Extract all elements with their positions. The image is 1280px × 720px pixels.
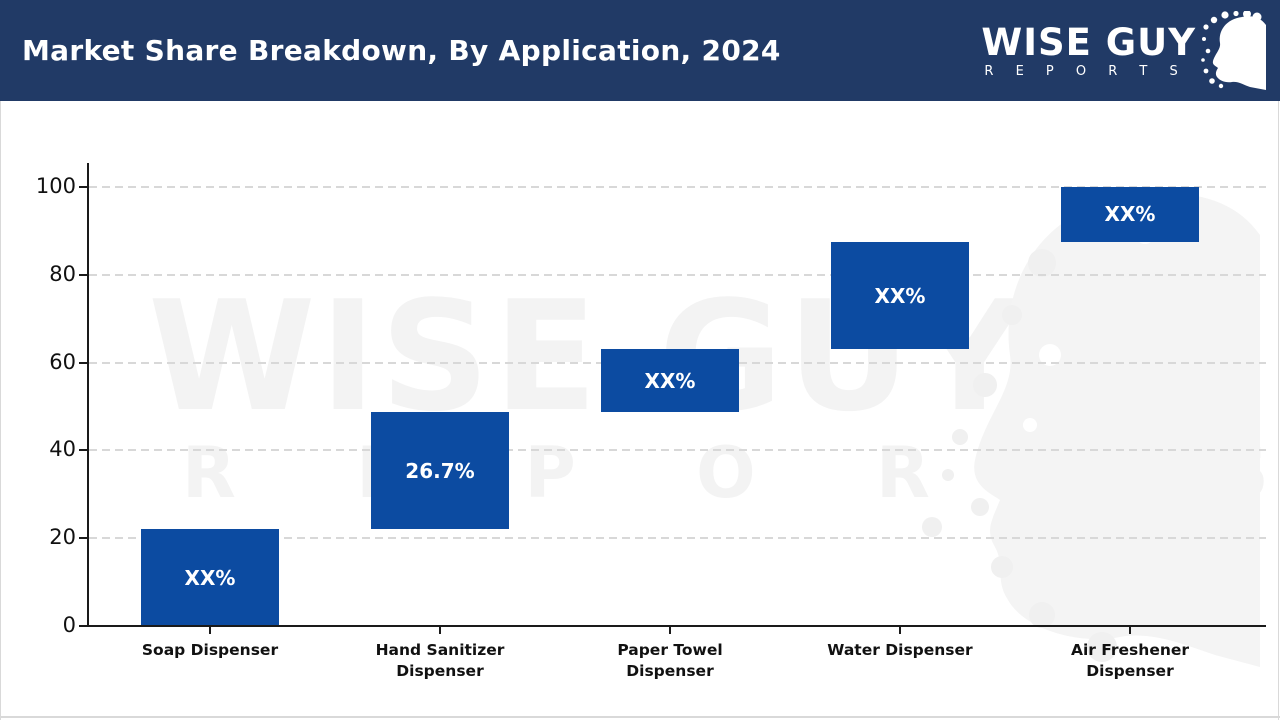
x-category-label-line: Dispenser bbox=[626, 662, 714, 680]
x-tick-1 bbox=[439, 627, 441, 634]
bar-segment: XX% bbox=[141, 529, 279, 626]
x-tick-4 bbox=[1129, 627, 1131, 634]
x-category-label: Paper Towel Dispenser bbox=[555, 640, 785, 682]
gridline-100 bbox=[89, 186, 1266, 188]
x-category-label-line: Hand Sanitizer bbox=[375, 641, 505, 659]
gridline-80 bbox=[89, 273, 1266, 276]
y-tick-100 bbox=[79, 186, 88, 188]
brand-face-icon bbox=[1201, 11, 1266, 90]
y-tick-label-80: 80 bbox=[49, 261, 76, 286]
y-tick-20 bbox=[79, 537, 88, 540]
bar-segment: 26.7% bbox=[371, 412, 509, 530]
y-tick-80 bbox=[79, 273, 88, 276]
bar-value-label: XX% bbox=[1104, 202, 1156, 227]
y-axis-line bbox=[87, 163, 89, 627]
brand-subname: R E P O R T S bbox=[984, 63, 1187, 79]
bar-value-label: XX% bbox=[874, 283, 926, 308]
x-category-label: Water Dispenser bbox=[785, 640, 1015, 661]
x-category-label-line: Dispenser bbox=[1086, 662, 1174, 680]
gridline-20 bbox=[89, 537, 1266, 540]
x-axis-line bbox=[87, 625, 1266, 627]
bar-value-label: XX% bbox=[184, 565, 236, 590]
brand-logo: WISE GUY R E P O R T S bbox=[981, 6, 1266, 96]
x-tick-3 bbox=[899, 627, 901, 634]
brand-name: WISE GUY bbox=[981, 20, 1196, 64]
y-tick-40 bbox=[79, 449, 88, 452]
x-tick-0 bbox=[209, 627, 211, 634]
y-tick-0 bbox=[79, 625, 88, 627]
brand-logo-text: WISE GUY R E P O R T S bbox=[981, 20, 1196, 79]
x-category-label: Air Freshener Dispenser bbox=[1015, 640, 1245, 682]
x-category-label-line: Dispenser bbox=[396, 662, 484, 680]
x-category-label-line: Paper Towel bbox=[617, 641, 723, 659]
page-title: Market Share Breakdown, By Application, … bbox=[22, 34, 781, 67]
watermark-face-icon bbox=[922, 193, 1260, 667]
x-tick-2 bbox=[669, 627, 671, 634]
y-tick-label-60: 60 bbox=[49, 349, 76, 374]
y-tick-label-20: 20 bbox=[49, 525, 76, 550]
bar-value-label: XX% bbox=[644, 368, 696, 393]
bar-segment: XX% bbox=[601, 349, 739, 413]
page-border-left bbox=[0, 0, 1, 720]
x-category-label: Soap Dispenser bbox=[95, 640, 325, 661]
header-bar: Market Share Breakdown, By Application, … bbox=[0, 0, 1280, 101]
y-tick-label-0: 0 bbox=[62, 613, 76, 637]
x-category-label: Hand Sanitizer Dispenser bbox=[325, 640, 555, 682]
bar-value-label: 26.7% bbox=[405, 458, 475, 483]
bar-segment: XX% bbox=[831, 241, 969, 350]
page-border-right bbox=[1278, 0, 1279, 720]
x-category-label-line: Water Dispenser bbox=[827, 641, 973, 659]
page-border-bottom bbox=[0, 716, 1280, 718]
y-tick-60 bbox=[79, 361, 88, 364]
x-category-label-line: Air Freshener bbox=[1070, 641, 1190, 659]
bar-segment: XX% bbox=[1061, 187, 1199, 242]
y-tick-label-100: 100 bbox=[35, 174, 76, 198]
x-category-label-line: Soap Dispenser bbox=[141, 641, 279, 659]
y-tick-label-40: 40 bbox=[49, 437, 76, 462]
gridline-40 bbox=[89, 449, 1266, 452]
